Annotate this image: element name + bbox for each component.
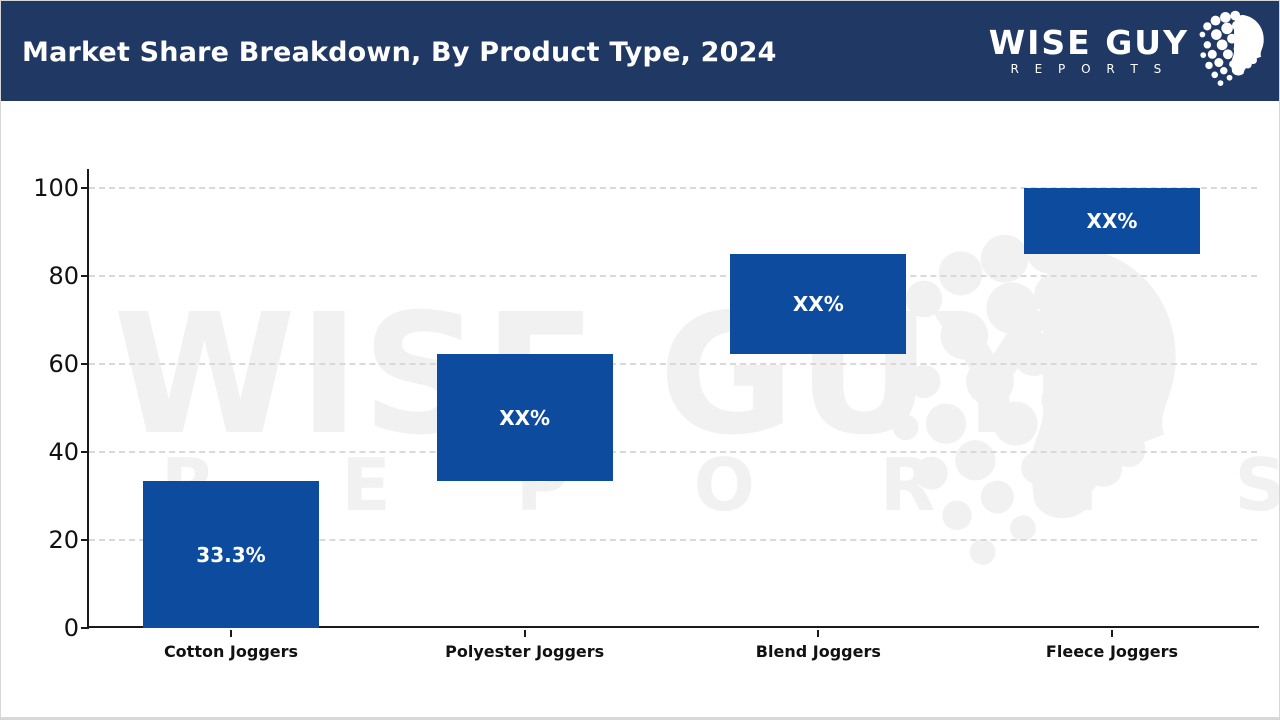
x-tick-mark	[523, 630, 526, 637]
x-category-label: Polyester Joggers	[445, 642, 605, 661]
x-tick-mark	[230, 630, 232, 637]
bar-blend-joggers: XX%	[730, 253, 907, 354]
y-axis-line	[87, 169, 89, 628]
logo-reports-text: R E P O R T S	[1010, 62, 1168, 77]
x-axis-line	[87, 626, 1259, 628]
chart-area: WISE GUY R E P O R T S 0 20 40 60 80 100 33.3…	[1, 101, 1279, 719]
x-category-label: Blend Joggers	[755, 642, 881, 661]
gridline	[89, 539, 1257, 541]
gridline	[89, 275, 1257, 277]
x-category-label: Fleece Joggers	[1045, 642, 1179, 661]
y-tick-label: 80	[48, 262, 79, 290]
gridline	[89, 451, 1257, 453]
bar-fleece-joggers: XX%	[1024, 188, 1200, 254]
gridline	[89, 363, 1257, 365]
bar-value-label: XX%	[792, 291, 844, 316]
gridline	[89, 187, 1257, 189]
logo-head-icon	[1199, 10, 1264, 86]
x-tick-mark	[1111, 630, 1113, 637]
y-tick-label: 40	[48, 438, 79, 466]
x-tick-mark	[817, 630, 820, 637]
bar-polyester-joggers: XX%	[436, 353, 613, 482]
bar-value-label: XX%	[1086, 208, 1138, 233]
y-tick-mark	[81, 275, 89, 277]
y-tick-mark	[81, 539, 89, 541]
y-tick-mark	[81, 187, 89, 189]
bottom-border	[1, 717, 1279, 719]
wiseguy-logo: WISE GUY R E P O R T S	[989, 5, 1269, 97]
y-tick-label: 20	[48, 526, 79, 554]
x-category-label: Cotton Joggers	[163, 642, 299, 661]
y-tick-label: 60	[48, 350, 79, 378]
header: Market Share Breakdown, By Product Type,…	[1, 1, 1279, 101]
bar-cotton-joggers: 33.3%	[143, 481, 319, 628]
y-tick-mark	[81, 627, 89, 629]
chart-title: Market Share Breakdown, By Product Type,…	[22, 37, 777, 68]
y-tick-label: 0	[63, 614, 79, 642]
y-tick-mark	[81, 451, 89, 453]
watermark-head-icon	[889, 229, 1176, 565]
bar-value-label: XX%	[499, 405, 551, 430]
logo-wiseguy-text: WISE GUY	[988, 22, 1189, 62]
logo-text: WISE GUY R E P O R T S	[988, 22, 1189, 77]
y-tick-label: 100	[33, 174, 79, 202]
y-tick-mark	[81, 363, 89, 365]
bar-value-label: 33.3%	[196, 542, 266, 567]
